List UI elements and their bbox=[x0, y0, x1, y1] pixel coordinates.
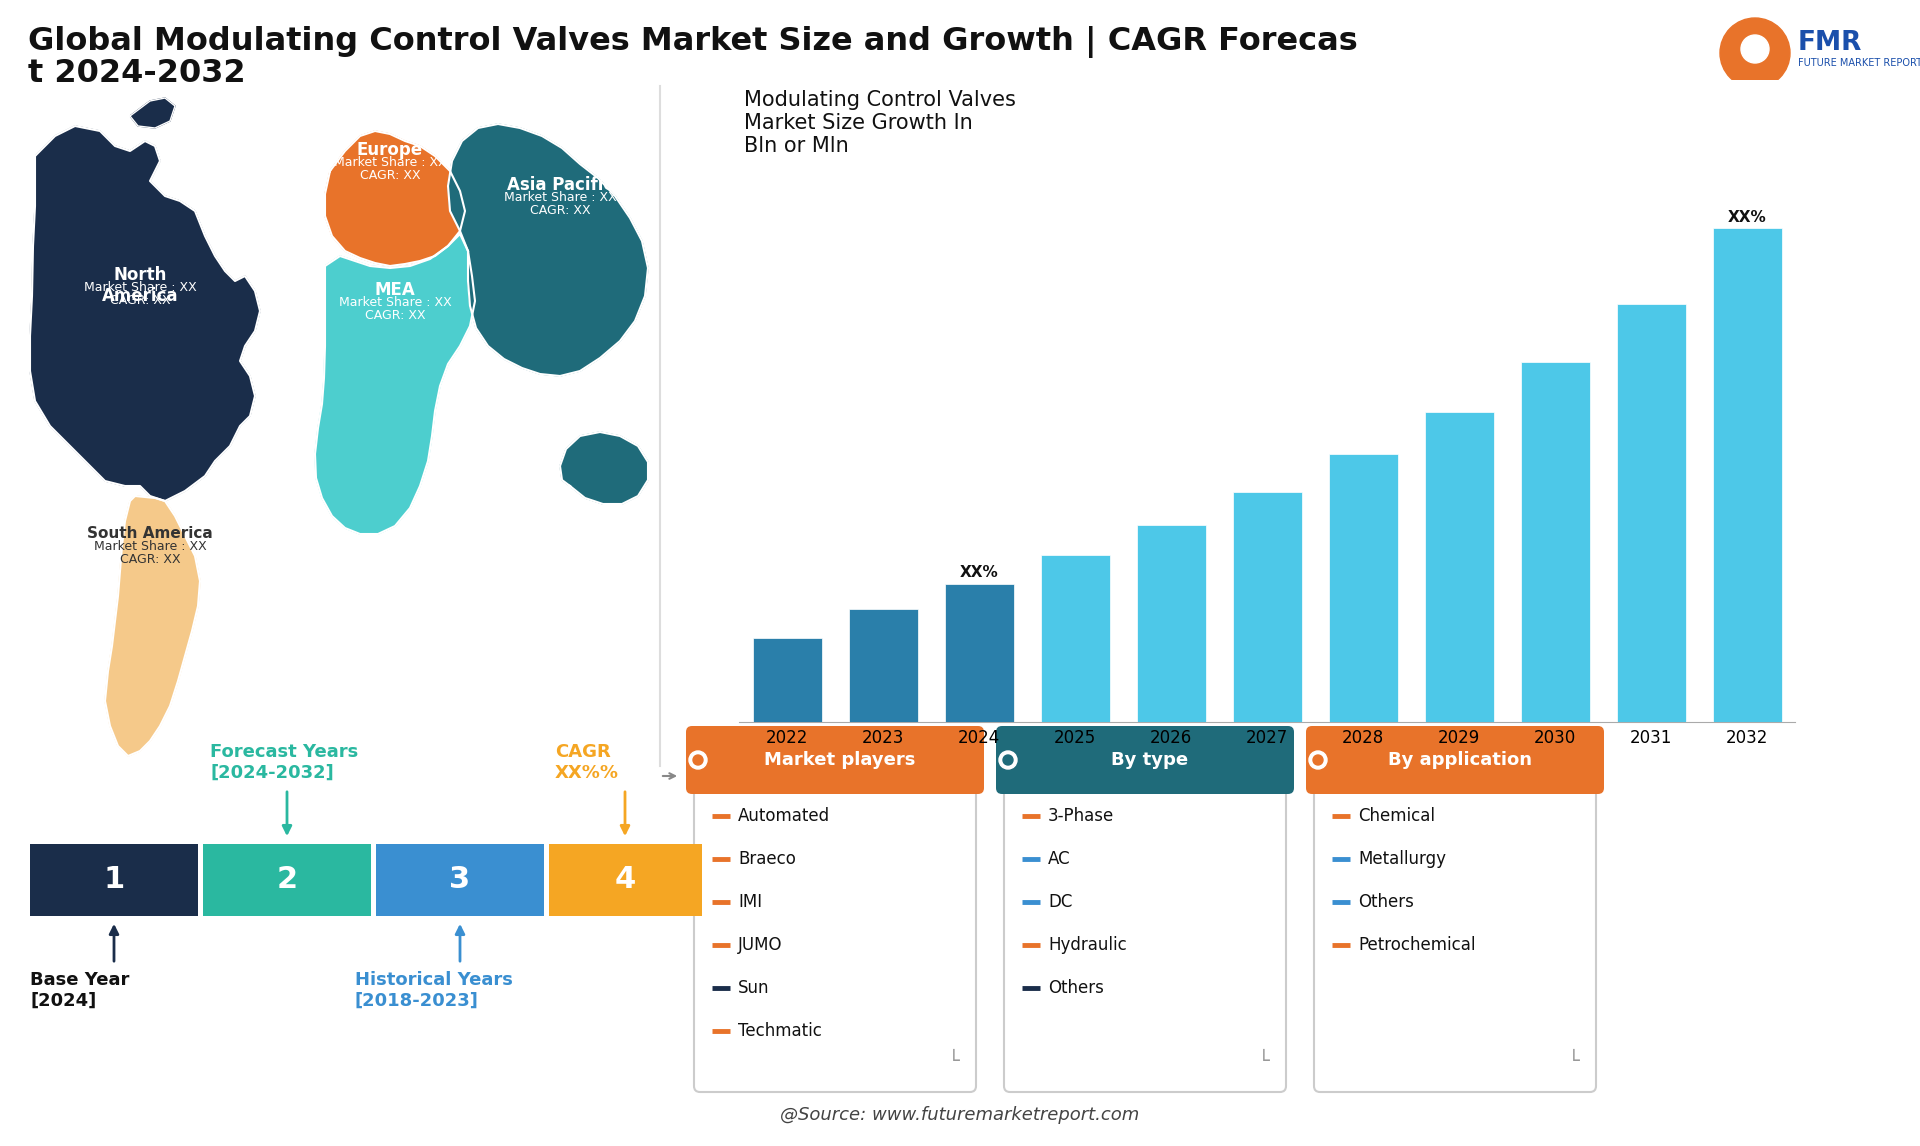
Text: CAGR: XX: CAGR: XX bbox=[365, 309, 426, 322]
Text: XX%: XX% bbox=[960, 565, 998, 580]
Text: CAGR: XX: CAGR: XX bbox=[109, 295, 171, 307]
Text: Hydraulic: Hydraulic bbox=[1048, 936, 1127, 953]
Text: Chemical: Chemical bbox=[1357, 807, 1434, 825]
Bar bbox=[1521, 362, 1590, 722]
Circle shape bbox=[1741, 36, 1768, 63]
Text: Metallurgy: Metallurgy bbox=[1357, 850, 1446, 868]
Text: Historical Years
[2018-2023]: Historical Years [2018-2023] bbox=[355, 971, 513, 1010]
Text: 3-Phase: 3-Phase bbox=[1048, 807, 1114, 825]
Circle shape bbox=[1002, 755, 1014, 766]
FancyBboxPatch shape bbox=[1004, 740, 1286, 1092]
Text: XX%: XX% bbox=[1728, 210, 1766, 225]
Text: └: └ bbox=[1569, 1052, 1580, 1072]
Circle shape bbox=[1309, 751, 1327, 769]
Bar bbox=[1329, 454, 1398, 722]
Bar bbox=[1233, 492, 1302, 722]
Polygon shape bbox=[106, 496, 200, 756]
Bar bbox=[376, 843, 543, 916]
Circle shape bbox=[689, 751, 707, 769]
Text: JUMO: JUMO bbox=[737, 936, 783, 953]
Bar bbox=[204, 843, 371, 916]
FancyBboxPatch shape bbox=[1306, 727, 1603, 794]
Text: CAGR: XX: CAGR: XX bbox=[359, 168, 420, 182]
Text: Market Share : XX: Market Share : XX bbox=[84, 281, 196, 295]
Text: Petrochemical: Petrochemical bbox=[1357, 936, 1475, 953]
Text: Base Year
[2024]: Base Year [2024] bbox=[31, 971, 129, 1010]
Text: Techmatic: Techmatic bbox=[737, 1022, 822, 1041]
Polygon shape bbox=[131, 99, 175, 128]
FancyBboxPatch shape bbox=[996, 727, 1294, 794]
Polygon shape bbox=[315, 234, 474, 534]
Text: DC: DC bbox=[1048, 893, 1073, 911]
FancyBboxPatch shape bbox=[1313, 740, 1596, 1092]
Text: t 2024-2032: t 2024-2032 bbox=[29, 58, 246, 89]
Polygon shape bbox=[561, 432, 649, 504]
Bar bbox=[1713, 228, 1782, 722]
Text: FUTURE MARKET REPORT: FUTURE MARKET REPORT bbox=[1797, 58, 1920, 68]
Text: By type: By type bbox=[1112, 751, 1188, 769]
Text: Automated: Automated bbox=[737, 807, 829, 825]
Text: Europe: Europe bbox=[357, 141, 422, 159]
Bar bbox=[753, 638, 822, 722]
Text: CAGR
XX%%: CAGR XX%% bbox=[555, 744, 618, 782]
Text: └: └ bbox=[948, 1052, 960, 1072]
Bar bbox=[549, 843, 703, 916]
Text: AC: AC bbox=[1048, 850, 1071, 868]
Bar bbox=[1425, 413, 1494, 722]
Circle shape bbox=[1313, 755, 1323, 766]
Bar bbox=[945, 584, 1014, 722]
Text: @Source: www.futuremarketreport.com: @Source: www.futuremarketreport.com bbox=[780, 1106, 1140, 1124]
Text: By application: By application bbox=[1388, 751, 1532, 769]
Text: Market Share : XX: Market Share : XX bbox=[94, 540, 205, 554]
Polygon shape bbox=[324, 131, 465, 266]
Text: Modulating Control Valves
Market Size Growth In
Bln or Mln: Modulating Control Valves Market Size Gr… bbox=[745, 91, 1016, 157]
Text: └: └ bbox=[1258, 1052, 1269, 1072]
Text: Braeco: Braeco bbox=[737, 850, 797, 868]
Text: South America: South America bbox=[86, 526, 213, 541]
Bar bbox=[849, 609, 918, 722]
Polygon shape bbox=[31, 126, 259, 501]
Text: Market Share : XX: Market Share : XX bbox=[503, 191, 616, 204]
Bar bbox=[1137, 525, 1206, 722]
Circle shape bbox=[1720, 18, 1789, 88]
Text: 2: 2 bbox=[276, 865, 298, 895]
Text: Sun: Sun bbox=[737, 979, 770, 997]
Text: CAGR: XX: CAGR: XX bbox=[530, 204, 589, 217]
Bar bbox=[31, 843, 198, 916]
FancyBboxPatch shape bbox=[685, 727, 983, 794]
Text: 1: 1 bbox=[104, 865, 125, 895]
Text: 3: 3 bbox=[449, 865, 470, 895]
Text: Forecast Years
[2024-2032]: Forecast Years [2024-2032] bbox=[209, 744, 359, 782]
Text: Market Share : XX: Market Share : XX bbox=[334, 156, 445, 168]
Text: IMI: IMI bbox=[737, 893, 762, 911]
Text: 4: 4 bbox=[614, 865, 636, 895]
Text: Market players: Market players bbox=[764, 751, 916, 769]
Circle shape bbox=[693, 755, 703, 766]
Text: Others: Others bbox=[1048, 979, 1104, 997]
Text: Others: Others bbox=[1357, 893, 1413, 911]
Text: MEA: MEA bbox=[374, 281, 415, 299]
Circle shape bbox=[998, 751, 1018, 769]
Text: Market Share : XX: Market Share : XX bbox=[338, 296, 451, 309]
Polygon shape bbox=[447, 124, 649, 376]
FancyBboxPatch shape bbox=[693, 740, 975, 1092]
Bar bbox=[1617, 304, 1686, 722]
Text: Global Modulating Control Valves Market Size and Growth | CAGR Forecas: Global Modulating Control Valves Market … bbox=[29, 26, 1357, 58]
Text: Asia Pacific: Asia Pacific bbox=[507, 176, 612, 194]
Bar bbox=[1041, 555, 1110, 722]
Text: CAGR: XX: CAGR: XX bbox=[119, 554, 180, 566]
Text: North
America: North America bbox=[102, 266, 179, 305]
Text: FMR: FMR bbox=[1797, 30, 1862, 56]
